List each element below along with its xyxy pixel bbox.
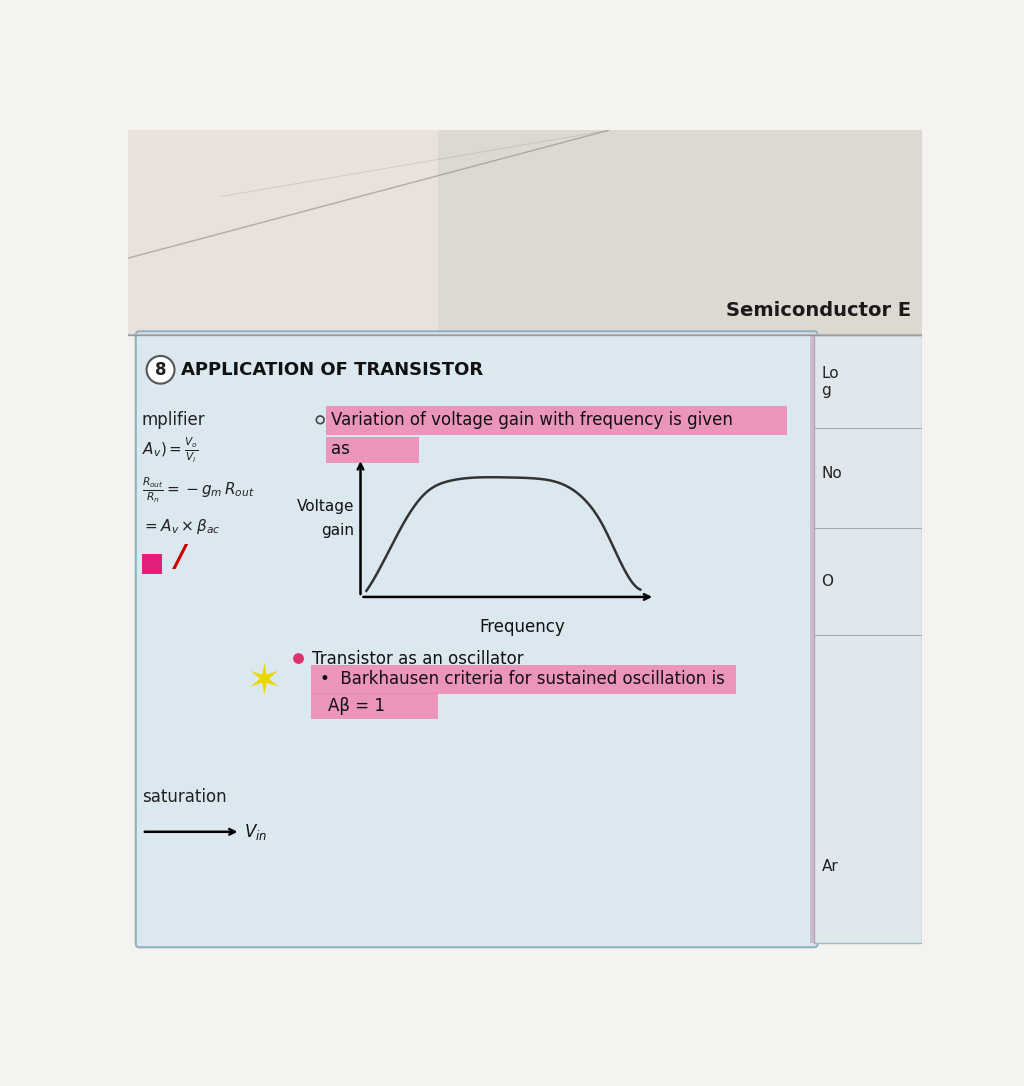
Text: Semiconductor E: Semiconductor E: [726, 301, 910, 319]
Text: as: as: [331, 440, 350, 458]
FancyBboxPatch shape: [311, 666, 736, 694]
Text: Lo: Lo: [821, 366, 840, 381]
FancyBboxPatch shape: [142, 554, 162, 573]
Text: /: /: [174, 543, 185, 572]
Text: $\frac{R_{out}}{R_n} = -g_m\,R_{out}$: $\frac{R_{out}}{R_n} = -g_m\,R_{out}$: [142, 476, 255, 505]
Text: Frequency: Frequency: [479, 619, 565, 636]
Text: gain: gain: [322, 523, 354, 538]
Text: O: O: [821, 574, 834, 590]
Text: saturation: saturation: [142, 788, 226, 806]
FancyBboxPatch shape: [136, 331, 818, 947]
Text: ✶: ✶: [246, 660, 281, 703]
Text: mplifier: mplifier: [142, 411, 206, 429]
FancyBboxPatch shape: [810, 336, 815, 944]
Circle shape: [293, 653, 304, 664]
Text: Transistor as an oscillator: Transistor as an oscillator: [312, 649, 524, 668]
FancyBboxPatch shape: [814, 336, 922, 944]
Text: $= A_v \times \beta_{ac}$: $= A_v \times \beta_{ac}$: [142, 517, 220, 535]
Text: Variation of voltage gain with frequency is given: Variation of voltage gain with frequency…: [331, 411, 733, 429]
Text: APPLICATION OF TRANSISTOR: APPLICATION OF TRANSISTOR: [180, 361, 483, 379]
Text: $V_{in}$: $V_{in}$: [245, 822, 267, 842]
Text: Voltage: Voltage: [297, 500, 354, 515]
Circle shape: [146, 356, 174, 383]
FancyBboxPatch shape: [327, 437, 419, 463]
Text: g: g: [821, 383, 831, 399]
Text: 8: 8: [155, 361, 166, 379]
FancyBboxPatch shape: [327, 406, 786, 435]
Text: Aβ = 1: Aβ = 1: [328, 697, 385, 716]
Polygon shape: [128, 130, 190, 235]
Text: No: No: [821, 467, 843, 481]
FancyBboxPatch shape: [128, 130, 922, 336]
FancyBboxPatch shape: [311, 693, 438, 719]
Text: •  Barkhausen criteria for sustained oscillation is: • Barkhausen criteria for sustained osci…: [321, 670, 725, 687]
Text: Ar: Ar: [821, 859, 839, 874]
FancyBboxPatch shape: [438, 130, 922, 336]
Text: $A_v) = \frac{V_o}{V_i}$: $A_v) = \frac{V_o}{V_i}$: [142, 435, 199, 465]
